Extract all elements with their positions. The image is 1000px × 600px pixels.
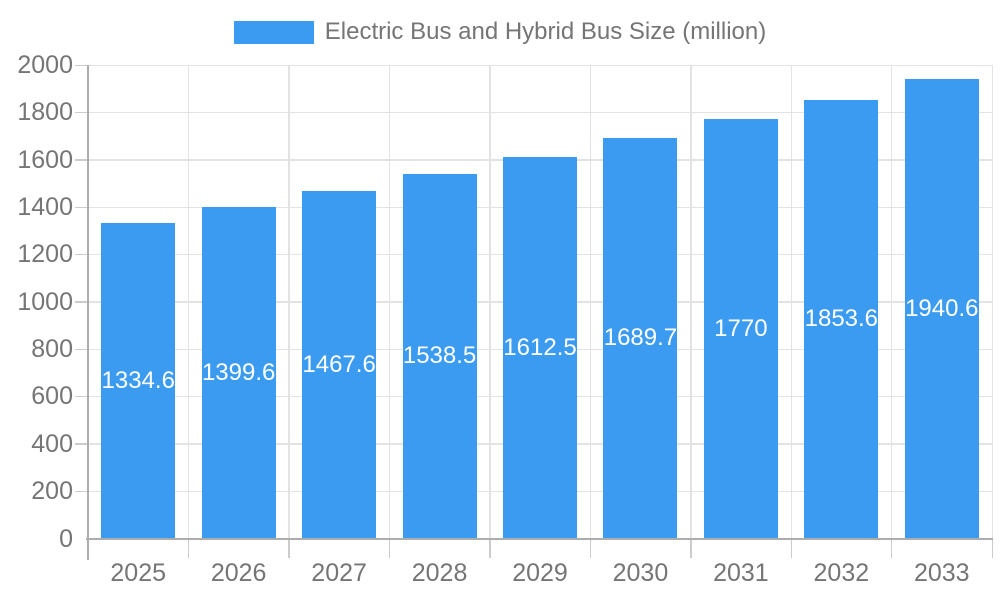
y-tick-label: 400 xyxy=(31,429,73,458)
x-tick-label: 2032 xyxy=(813,558,870,587)
x-tick-label: 2025 xyxy=(110,558,167,587)
y-tick-label: 1800 xyxy=(17,98,73,127)
y-axis-tick xyxy=(75,490,88,493)
bar: 1689.7 xyxy=(603,138,678,539)
bar-value-label: 1399.6 xyxy=(201,358,276,386)
bar: 1467.6 xyxy=(302,191,377,539)
y-tick-label: 2000 xyxy=(17,51,73,79)
y-tick-label: 600 xyxy=(31,382,73,411)
x-axis-tick xyxy=(991,539,993,558)
y-tick-label: 1000 xyxy=(17,287,73,316)
y-tick-label: 1600 xyxy=(17,145,73,174)
legend: Electric Bus and Hybrid Bus Size (millio… xyxy=(0,18,1000,46)
h-gridline xyxy=(88,64,992,66)
bar-value-label: 1689.7 xyxy=(603,324,678,352)
x-tick-label: 2030 xyxy=(612,558,669,587)
y-axis-tick xyxy=(75,395,88,398)
bar-value-label: 1853.6 xyxy=(804,305,879,333)
bar-value-label: 1770 xyxy=(714,314,768,342)
x-tick-label: 2027 xyxy=(311,558,367,587)
y-tick-label: 200 xyxy=(31,477,73,506)
x-tick-label: 2031 xyxy=(713,558,769,587)
bar: 1538.5 xyxy=(402,174,477,539)
y-axis-tick xyxy=(75,206,88,208)
x-axis-tick xyxy=(388,539,391,558)
h-gridline xyxy=(88,111,992,114)
x-tick-label: 2026 xyxy=(210,558,267,587)
bar: 1940.6 xyxy=(904,79,979,539)
y-axis-tick xyxy=(75,348,88,350)
x-axis-line xyxy=(86,537,993,540)
bar: 1612.5 xyxy=(503,156,577,539)
y-tick-label: 0 xyxy=(59,524,73,553)
v-gridline xyxy=(991,65,993,539)
y-tick-label: 800 xyxy=(31,335,73,364)
x-axis-tick xyxy=(589,539,592,558)
bar-value-label: 1940.6 xyxy=(905,294,979,322)
legend-swatch xyxy=(233,20,314,44)
legend-label: Electric Bus and Hybrid Bus Size (millio… xyxy=(324,18,767,45)
bar-value-label: 1334.6 xyxy=(101,366,175,394)
x-tick-label: 2033 xyxy=(913,558,970,587)
x-axis-tick xyxy=(187,539,190,558)
bar: 1853.6 xyxy=(804,99,879,539)
x-axis-tick xyxy=(790,539,792,558)
bar-value-label: 1467.6 xyxy=(302,350,376,378)
y-axis-line xyxy=(87,65,89,560)
bar-value-label: 1612.5 xyxy=(503,333,577,361)
x-axis-tick xyxy=(891,539,893,558)
y-axis-tick xyxy=(75,64,88,66)
y-axis-tick xyxy=(75,443,88,445)
y-tick-label: 1200 xyxy=(17,240,73,269)
x-axis-tick xyxy=(489,539,491,558)
y-tick-label: 1400 xyxy=(17,193,73,222)
bar: 1399.6 xyxy=(201,207,276,539)
y-axis-tick xyxy=(75,159,88,161)
y-axis-tick xyxy=(75,301,88,303)
x-tick-label: 2029 xyxy=(512,558,568,587)
x-axis-tick xyxy=(690,539,692,558)
x-tick-label: 2028 xyxy=(411,558,468,587)
bar: 1770 xyxy=(703,119,778,539)
x-axis-tick xyxy=(288,539,290,558)
y-axis-tick xyxy=(75,111,88,114)
y-axis-tick xyxy=(75,253,88,256)
bar: 1334.6 xyxy=(101,222,176,539)
bar-value-label: 1538.5 xyxy=(402,342,477,370)
